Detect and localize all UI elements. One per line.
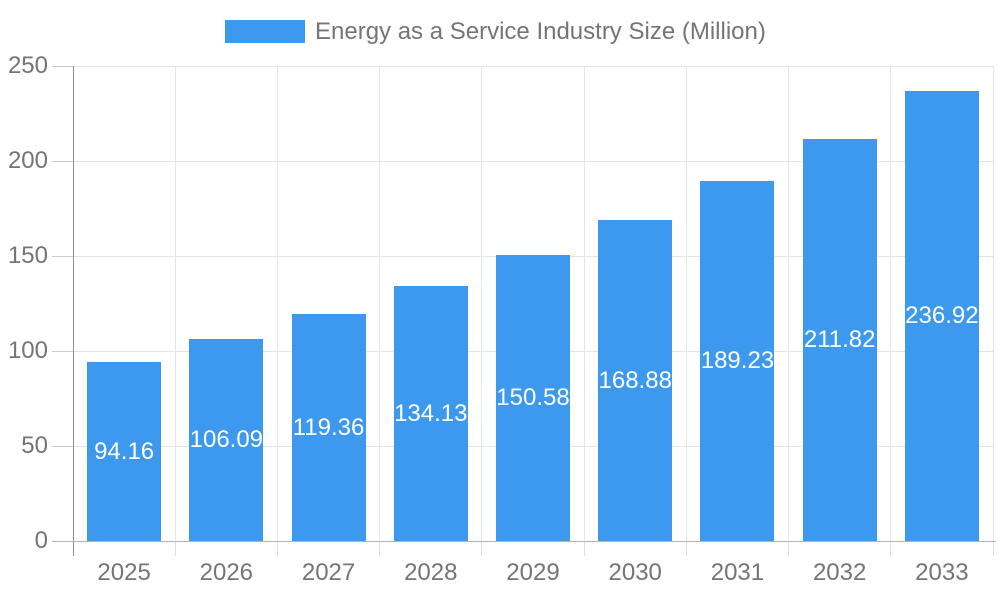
x-axis-tick	[481, 541, 483, 556]
y-axis-label: 0	[34, 527, 48, 554]
bar-value-label: 119.36	[292, 413, 365, 441]
bar-value-label: 211.82	[803, 325, 876, 353]
bar-value-label: 150.58	[496, 383, 570, 411]
x-axis-label: 2032	[812, 559, 867, 586]
bar-value-label: 236.92	[905, 301, 979, 329]
bar-value-label: 106.09	[189, 426, 264, 454]
x-axis-label: 2033	[915, 559, 969, 586]
v-gridline	[788, 66, 790, 541]
bar-2031[interactable]: 189.23	[700, 181, 775, 541]
y-axis-tick	[52, 160, 73, 162]
x-axis-label: 2028	[404, 559, 458, 586]
bar-2033[interactable]: 236.92	[904, 90, 979, 541]
x-axis-tick	[276, 541, 278, 556]
y-axis-label: 100	[7, 337, 48, 364]
x-axis-line	[52, 540, 996, 542]
x-axis-label: 2029	[506, 559, 560, 586]
x-axis-label: 2027	[301, 559, 356, 586]
y-axis-tick	[52, 445, 73, 447]
v-gridline	[583, 66, 585, 541]
bar-value-label: 94.16	[94, 437, 155, 465]
x-axis-tick	[174, 541, 176, 556]
y-axis-label: 150	[7, 242, 48, 269]
y-axis-line	[72, 66, 74, 556]
x-axis-label: 2031	[710, 559, 765, 586]
v-gridline	[276, 66, 278, 541]
y-axis-label: 200	[7, 147, 48, 174]
legend-label: Energy as a Service Industry Size (Milli…	[315, 18, 766, 45]
x-axis-tick	[685, 541, 687, 556]
x-axis-tick	[379, 541, 381, 556]
bar-2027[interactable]: 119.36	[291, 314, 366, 541]
v-gridline	[379, 66, 381, 541]
h-gridline	[73, 65, 993, 67]
v-gridline	[992, 66, 994, 541]
x-axis-tick	[788, 541, 790, 556]
bar-2026[interactable]: 106.09	[189, 339, 264, 541]
y-axis-label: 250	[7, 52, 48, 79]
bar-2029[interactable]: 150.58	[496, 254, 570, 541]
bar-value-label: 134.13	[394, 399, 468, 427]
bar-value-label: 168.88	[598, 366, 672, 394]
y-axis-label: 50	[21, 432, 48, 459]
v-gridline	[174, 66, 176, 541]
y-axis-tick	[52, 255, 73, 257]
x-axis-tick	[992, 541, 994, 556]
bar-2030[interactable]: 168.88	[598, 220, 673, 541]
v-gridline	[890, 66, 892, 541]
bar-value-label: 189.23	[700, 347, 775, 375]
x-axis-tick	[583, 541, 585, 556]
x-axis-tick	[890, 541, 892, 556]
y-axis-tick	[52, 350, 73, 352]
v-gridline	[481, 66, 483, 541]
x-axis-label: 2025	[97, 559, 151, 586]
v-gridline	[685, 66, 687, 541]
y-axis-tick	[52, 65, 73, 67]
x-axis-label: 2026	[199, 559, 254, 586]
bar-2025[interactable]: 94.16	[87, 362, 162, 541]
legend-swatch	[225, 20, 305, 43]
bar-2032[interactable]: 211.82	[802, 138, 877, 541]
bar-2028[interactable]: 134.13	[393, 286, 468, 541]
h-gridline	[73, 160, 993, 162]
x-axis-label: 2030	[608, 559, 662, 586]
